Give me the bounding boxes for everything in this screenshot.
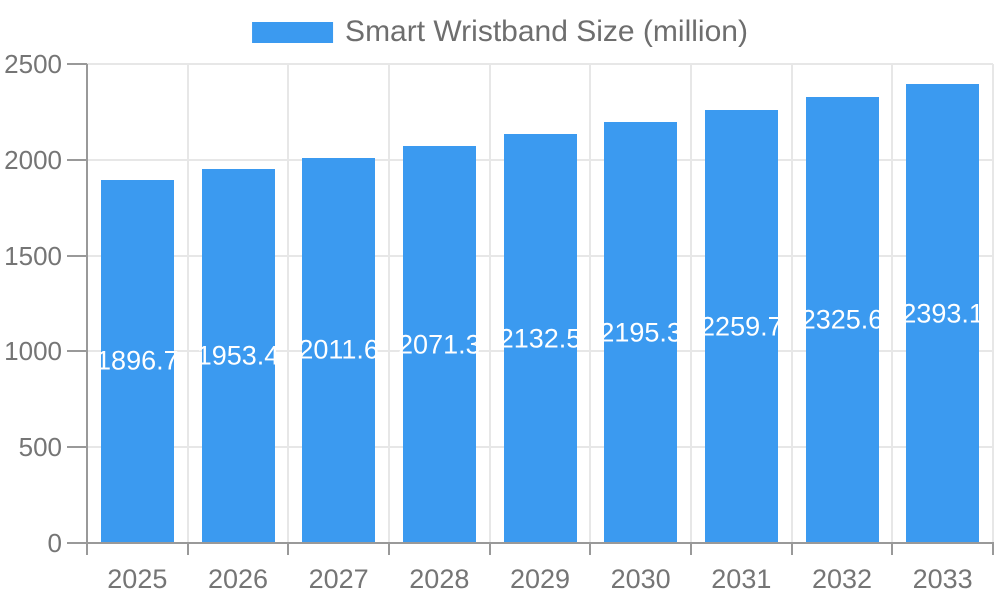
bar[interactable] (402, 146, 476, 543)
x-tick-label: 2030 (610, 564, 671, 594)
bar-value-label: 1896.7 (96, 345, 179, 376)
bar[interactable] (906, 84, 980, 543)
y-axis-tick (67, 542, 87, 544)
x-axis-tick (589, 543, 592, 555)
x-tick-label: 2032 (811, 564, 873, 594)
legend[interactable]: Smart Wristband Size (million) (252, 17, 748, 47)
legend-label: Smart Wristband Size (million) (345, 15, 748, 48)
gridline-vertical (186, 64, 189, 543)
y-axis-tick (67, 254, 87, 257)
gridline-vertical (287, 64, 290, 543)
gridline-vertical (589, 64, 592, 543)
bar-value-label: 2393.1 (901, 298, 984, 329)
bar[interactable] (704, 110, 778, 543)
x-tick-label: 2026 (207, 564, 269, 594)
bar-value-label: 2259.7 (700, 311, 783, 342)
y-tick-label: 1500 (4, 240, 62, 271)
x-tick-label: 2031 (711, 564, 772, 594)
y-axis-tick (67, 446, 87, 449)
bar-value-label: 1953.4 (196, 340, 280, 371)
y-tick-label: 1000 (4, 336, 62, 367)
x-axis-tick (488, 543, 491, 555)
y-axis-line (86, 64, 88, 544)
x-axis-tick (992, 543, 994, 555)
bar-value-label: 2195.3 (599, 317, 682, 348)
gridline-vertical (388, 64, 390, 543)
bar[interactable] (604, 122, 678, 543)
bar-value-label: 2011.6 (298, 334, 379, 365)
gridline-vertical (690, 64, 692, 543)
y-tick-label: 2500 (4, 49, 62, 79)
x-tick-label: 2029 (509, 564, 571, 594)
gridline-horizontal (87, 63, 993, 65)
gridline-vertical (488, 64, 491, 543)
x-axis-tick (388, 543, 390, 555)
y-axis-tick (67, 350, 87, 353)
y-tick-label: 0 (47, 528, 62, 558)
x-axis-tick (891, 543, 894, 555)
gridline-vertical (992, 64, 994, 543)
bar[interactable] (302, 157, 376, 543)
x-axis-tick (86, 543, 88, 555)
bar[interactable] (100, 179, 174, 543)
x-axis-tick (287, 543, 290, 555)
bar[interactable] (201, 168, 275, 543)
gridline-vertical (891, 64, 894, 543)
bar-value-label: 2071.3 (398, 329, 481, 360)
x-axis-line (86, 542, 994, 544)
bar[interactable] (503, 134, 577, 543)
x-axis-tick (690, 543, 692, 555)
x-tick-label: 2028 (409, 564, 470, 594)
bar-value-label: 2132.5 (498, 323, 582, 354)
x-tick-label: 2027 (308, 564, 369, 594)
y-tick-label: 2000 (4, 144, 62, 175)
x-tick-label: 2025 (107, 564, 168, 594)
x-axis-tick (186, 543, 189, 555)
y-axis-tick (67, 158, 87, 161)
bar[interactable] (805, 97, 879, 543)
x-axis-tick (790, 543, 793, 555)
x-tick-label: 2033 (912, 564, 973, 594)
legend-swatch (252, 21, 334, 43)
gridline-vertical (790, 64, 793, 543)
y-tick-label: 500 (18, 432, 62, 463)
bar-value-label: 2325.6 (800, 304, 884, 335)
y-axis-tick (67, 63, 87, 65)
